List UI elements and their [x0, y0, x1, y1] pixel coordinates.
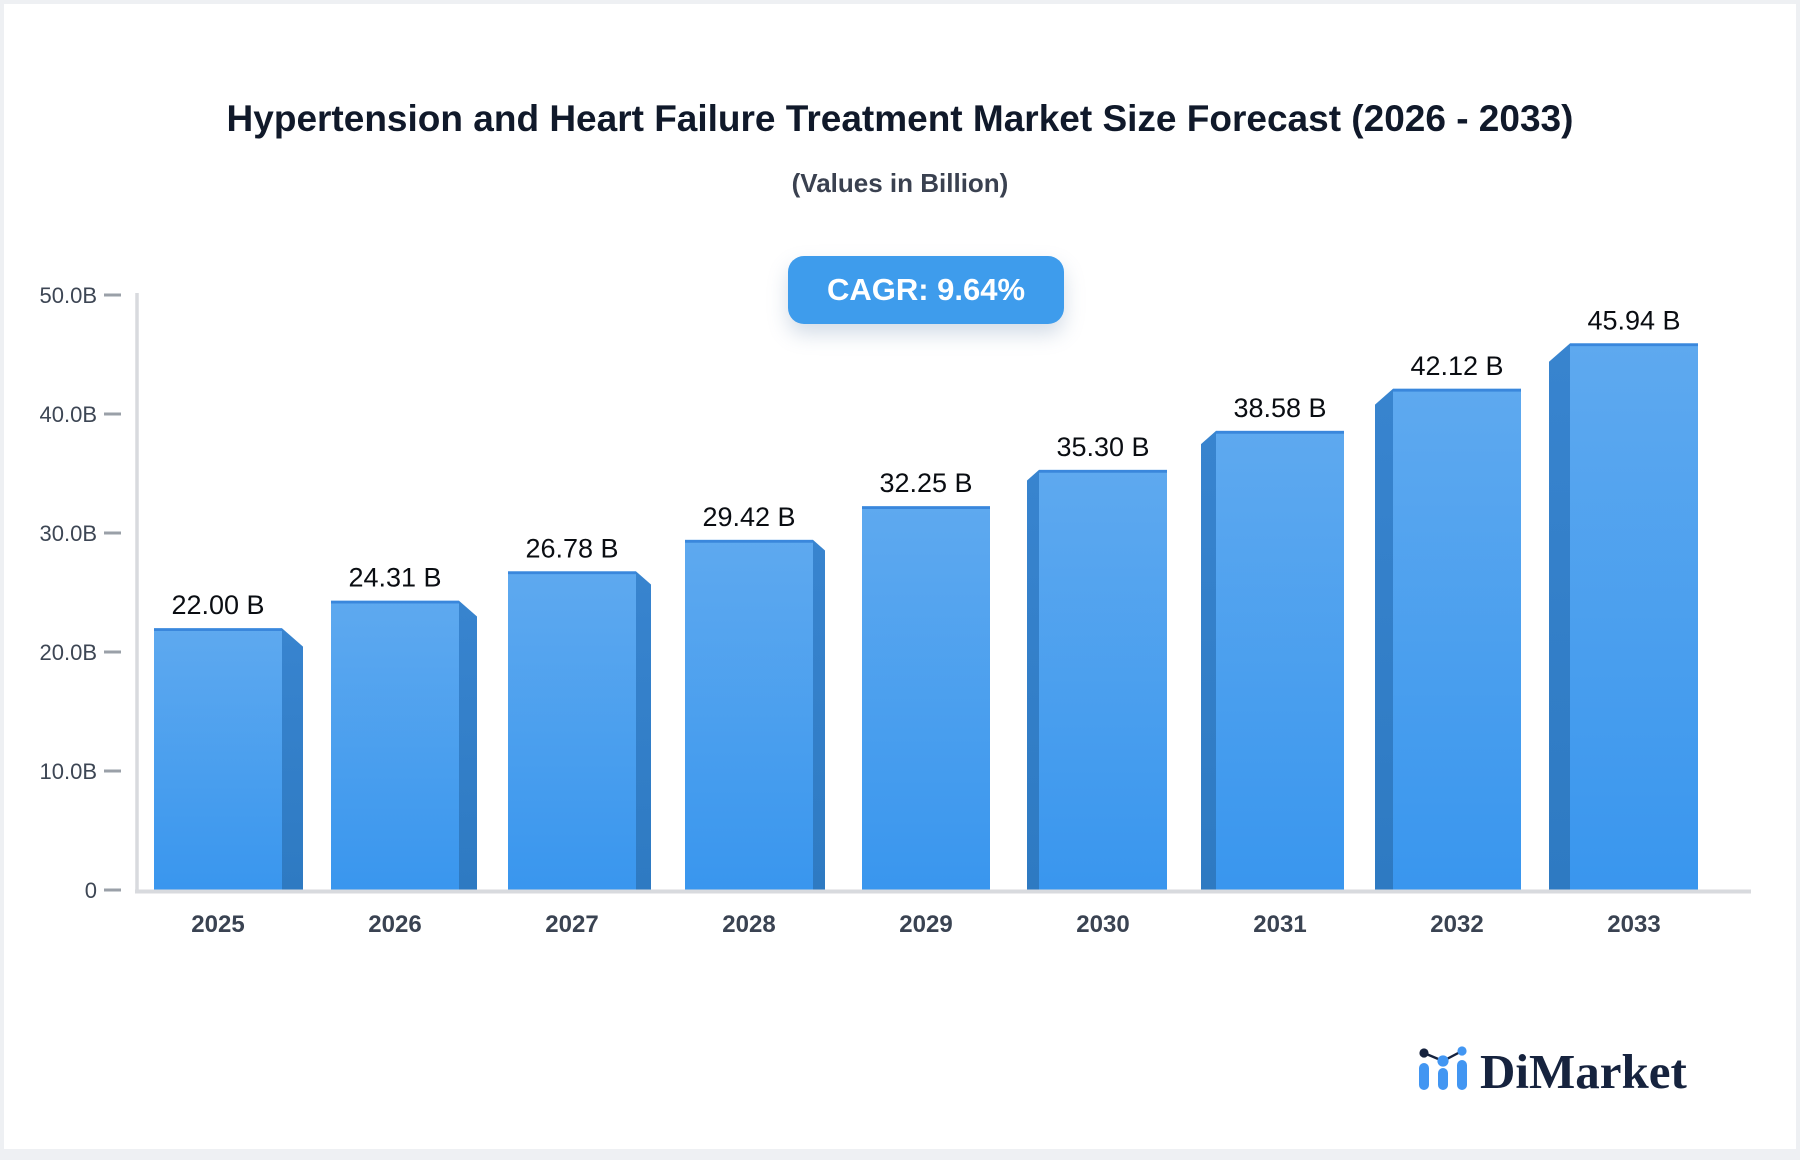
bar-group[interactable]: 32.25 B 2029	[862, 468, 990, 938]
bar-chart: 0 10.0B 20.0B 30.0B 40.0B 50.0B 22.00 B 2025 24.…	[4, 4, 1800, 1160]
bar-side	[636, 571, 651, 891]
chart-card: Hypertension and Heart Failure Treatment…	[4, 4, 1796, 1149]
bar-face	[508, 571, 636, 891]
bar-face	[1393, 389, 1521, 891]
x-axis-label: 2027	[545, 911, 598, 938]
bar-side	[1375, 389, 1393, 891]
bar-group[interactable]: 22.00 B 2025	[154, 590, 303, 938]
bar-value-label: 45.94 B	[1587, 305, 1680, 335]
x-axis-label: 2031	[1253, 911, 1306, 938]
bar-value-label: 32.25 B	[879, 468, 972, 498]
bar-side	[1549, 343, 1570, 891]
bar-group[interactable]: 45.94 B 2033	[1549, 305, 1698, 938]
x-axis-label: 2033	[1607, 911, 1660, 938]
x-axis-label: 2029	[899, 911, 952, 938]
bar-face	[1216, 431, 1344, 891]
bar-side	[282, 628, 303, 891]
bar-face	[1039, 470, 1167, 891]
x-axis-label: 2030	[1076, 911, 1129, 938]
bar-value-label: 42.12 B	[1410, 351, 1503, 381]
bar-face	[862, 506, 990, 891]
bar-group[interactable]: 35.30 B 2030	[1027, 432, 1167, 938]
logo-text: DiMarket	[1480, 1044, 1687, 1100]
mini-bar-chart-icon	[1416, 1043, 1470, 1097]
x-axis-label: 2026	[368, 911, 421, 938]
bar-side	[1201, 431, 1216, 891]
bar-face	[331, 601, 459, 891]
bar-face	[685, 540, 813, 891]
x-axis-label: 2032	[1430, 911, 1483, 938]
bar-group[interactable]: 26.78 B 2027	[508, 533, 651, 938]
y-tick-label: 30.0B	[40, 521, 98, 546]
bar-group[interactable]: 24.31 B 2026	[331, 563, 477, 938]
bar-side	[459, 601, 477, 891]
x-axis-label: 2025	[191, 911, 244, 938]
bar-group[interactable]: 42.12 B 2032	[1375, 351, 1521, 938]
bar-value-label: 29.42 B	[702, 502, 795, 532]
x-axis-label: 2028	[722, 911, 775, 938]
y-tick-label: 20.0B	[40, 640, 98, 665]
bar-group[interactable]: 29.42 B 2028	[685, 502, 825, 938]
logo: DiMarket	[1416, 1038, 1687, 1100]
y-tick-label: 40.0B	[40, 402, 98, 427]
y-tick-label: 10.0B	[40, 759, 98, 784]
bar-value-label: 24.31 B	[348, 563, 441, 593]
y-tick-label: 0	[85, 878, 97, 903]
bar-value-label: 26.78 B	[525, 533, 618, 563]
bar-value-label: 35.30 B	[1056, 432, 1149, 462]
bar-face	[154, 628, 282, 891]
bar-group[interactable]: 38.58 B 2031	[1201, 393, 1344, 938]
bar-side	[813, 540, 825, 891]
bar-value-label: 22.00 B	[171, 590, 264, 620]
y-tick-label: 50.0B	[40, 283, 98, 308]
bar-side	[1027, 470, 1039, 891]
bar-value-label: 38.58 B	[1233, 393, 1326, 423]
bar-face	[1570, 343, 1698, 891]
